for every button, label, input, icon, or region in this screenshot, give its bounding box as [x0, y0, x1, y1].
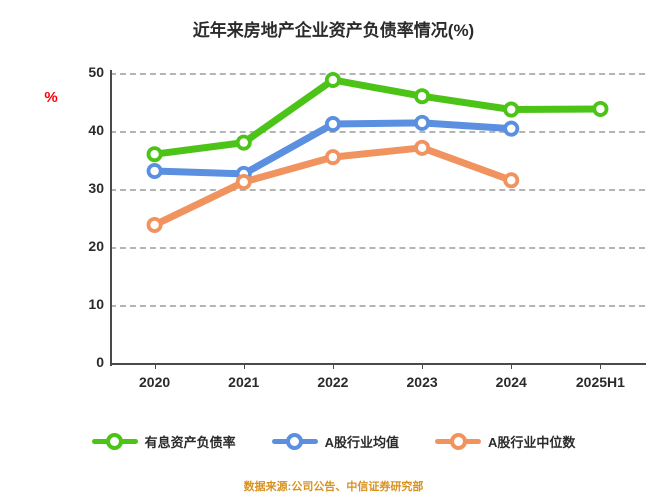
- y-tick-label: 30: [88, 180, 104, 196]
- gridline: [110, 73, 645, 75]
- x-tick-mark: [332, 363, 334, 369]
- gridline: [110, 131, 645, 133]
- legend-item-1[interactable]: A股行业均值: [271, 432, 399, 451]
- y-tick-label: 50: [88, 64, 104, 80]
- legend-label: 有息资产负债率: [144, 435, 236, 450]
- chart-legend: 有息资产负债率 A股行业均值 A股行业中位数: [0, 432, 667, 451]
- legend-label: A股行业中位数: [488, 435, 576, 450]
- legend-marker-icon: [91, 433, 138, 450]
- x-tick-label: 2023: [406, 374, 438, 390]
- plot-area: [110, 73, 645, 365]
- y-tick-label: 40: [88, 122, 104, 138]
- legend-item-0[interactable]: 有息资产负债率: [91, 432, 236, 451]
- legend-label: A股行业均值: [324, 435, 399, 450]
- gridline: [110, 247, 645, 249]
- x-tick-mark: [422, 363, 424, 369]
- x-axis-line: [110, 363, 646, 365]
- chart-title: 近年来房地产企业资产负债率情况(%): [192, 21, 475, 40]
- x-tick-mark: [600, 363, 602, 369]
- x-tick-label: 2021: [228, 374, 260, 390]
- x-tick-label: 2020: [139, 374, 171, 390]
- source-note: 数据来源:公司公告、中信证券研究部: [243, 481, 424, 493]
- gridline: [110, 189, 645, 191]
- legend-marker-icon: [271, 433, 318, 450]
- y-axis-title: %: [44, 89, 58, 106]
- x-tick-mark: [511, 363, 513, 369]
- y-tick-label: 0: [96, 354, 104, 370]
- gridline: [110, 305, 645, 307]
- legend-marker-icon: [435, 433, 481, 450]
- x-tick-mark: [154, 363, 156, 369]
- y-tick-label: 10: [88, 296, 104, 312]
- x-tick-label: 2025H1: [575, 374, 625, 390]
- y-axis-line: [110, 70, 112, 366]
- y-tick-label: 20: [88, 238, 104, 254]
- x-tick-label: 2022: [317, 374, 349, 390]
- legend-item-2[interactable]: A股行业中位数: [435, 432, 575, 451]
- x-tick-label: 2024: [495, 374, 527, 390]
- x-tick-mark: [243, 363, 245, 369]
- y-axis-tick-labels: 0 10 20 30 40 50: [60, 0, 104, 500]
